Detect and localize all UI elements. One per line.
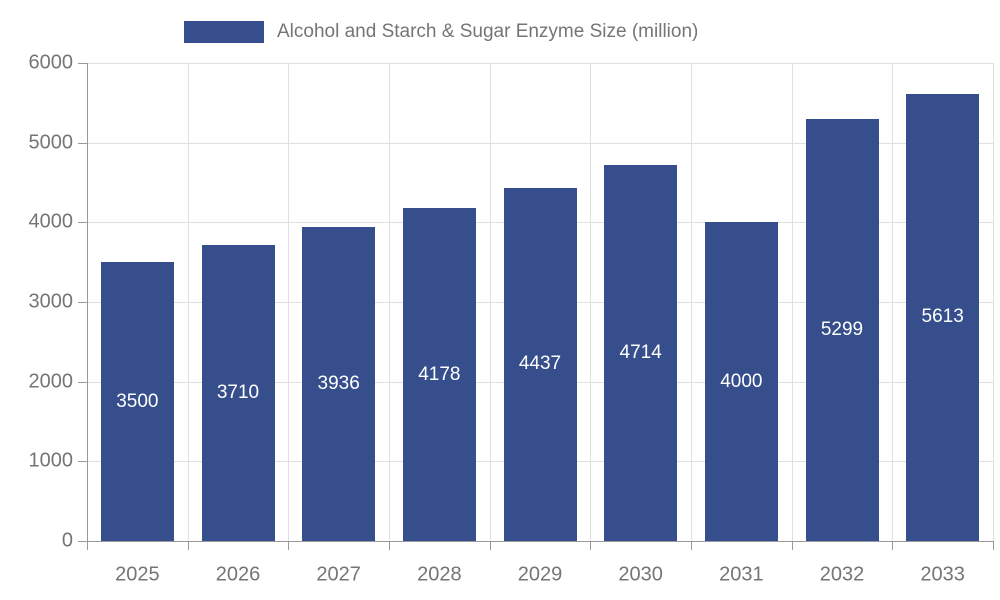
v-gridline [187,63,189,541]
x-axis-tick [892,541,894,550]
bar-value-label: 4000 [720,370,763,392]
legend[interactable]: Alcohol and Starch & Sugar Enzyme Size (… [184,18,698,46]
y-axis-line [87,63,88,541]
bar-2032[interactable] [805,118,879,541]
y-axis-tick [78,302,87,303]
v-gridline [993,63,994,541]
bar-2033[interactable] [906,93,980,541]
x-axis-tick [691,541,692,550]
x-tick-label: 2030 [618,563,663,586]
x-axis-tick [288,541,290,550]
v-gridline [489,63,491,541]
x-axis-tick [87,541,88,550]
y-tick-label: 6000 [28,51,74,74]
y-tick-label: 2000 [28,370,74,393]
bar-value-label: 3710 [216,382,260,404]
x-axis-tick [791,541,793,550]
bar-value-label: 3500 [116,390,159,412]
y-tick-label: 0 [61,529,73,552]
x-tick-label: 2029 [517,563,563,586]
y-tick-label: 1000 [28,449,74,472]
v-gridline [892,63,894,541]
y-axis-tick [78,461,87,463]
x-axis-tick [389,541,390,550]
bar-2029[interactable] [503,187,577,541]
x-axis-tick [590,541,592,550]
bar-value-label: 4714 [619,342,662,364]
v-gridline [288,63,290,541]
bar-2030[interactable] [604,165,678,541]
x-axis-tick [187,541,189,550]
h-gridline [87,142,993,144]
y-tick-label: 3000 [28,290,74,313]
bar-value-label: 3936 [317,373,360,395]
y-axis-tick [78,381,87,383]
legend-swatch [184,21,264,43]
y-tick-label: 4000 [28,210,74,233]
legend-label: Alcohol and Starch & Sugar Enzyme Size (… [277,21,699,42]
y-axis-tick [78,142,87,144]
bar-2028[interactable] [402,208,476,541]
bar-value-label: 4437 [518,353,562,375]
x-tick-label: 2027 [316,563,361,586]
y-axis-tick [78,541,87,542]
y-axis-tick [78,222,87,224]
bar-2025[interactable] [100,262,174,541]
v-gridline [590,63,592,541]
v-gridline [691,63,692,541]
x-tick-label: 2033 [920,563,965,586]
x-tick-label: 2032 [819,563,865,586]
bar-value-label: 4178 [418,363,461,385]
y-axis-tick [78,63,87,64]
v-gridline [791,63,793,541]
bar-value-label: 5613 [921,306,964,328]
x-axis-tick [489,541,491,550]
bar-value-label: 5299 [820,318,864,340]
x-tick-label: 2025 [115,563,160,586]
bar-2031[interactable] [704,222,778,541]
h-gridline [87,63,993,64]
x-tick-label: 2026 [215,563,261,586]
x-axis-tick [993,541,994,550]
bar-2027[interactable] [302,227,376,541]
v-gridline [389,63,390,541]
bar-2026[interactable] [201,245,275,541]
x-tick-label: 2028 [417,563,462,586]
x-tick-label: 2031 [719,563,764,586]
y-tick-label: 5000 [28,131,74,154]
x-axis-line [87,541,993,542]
